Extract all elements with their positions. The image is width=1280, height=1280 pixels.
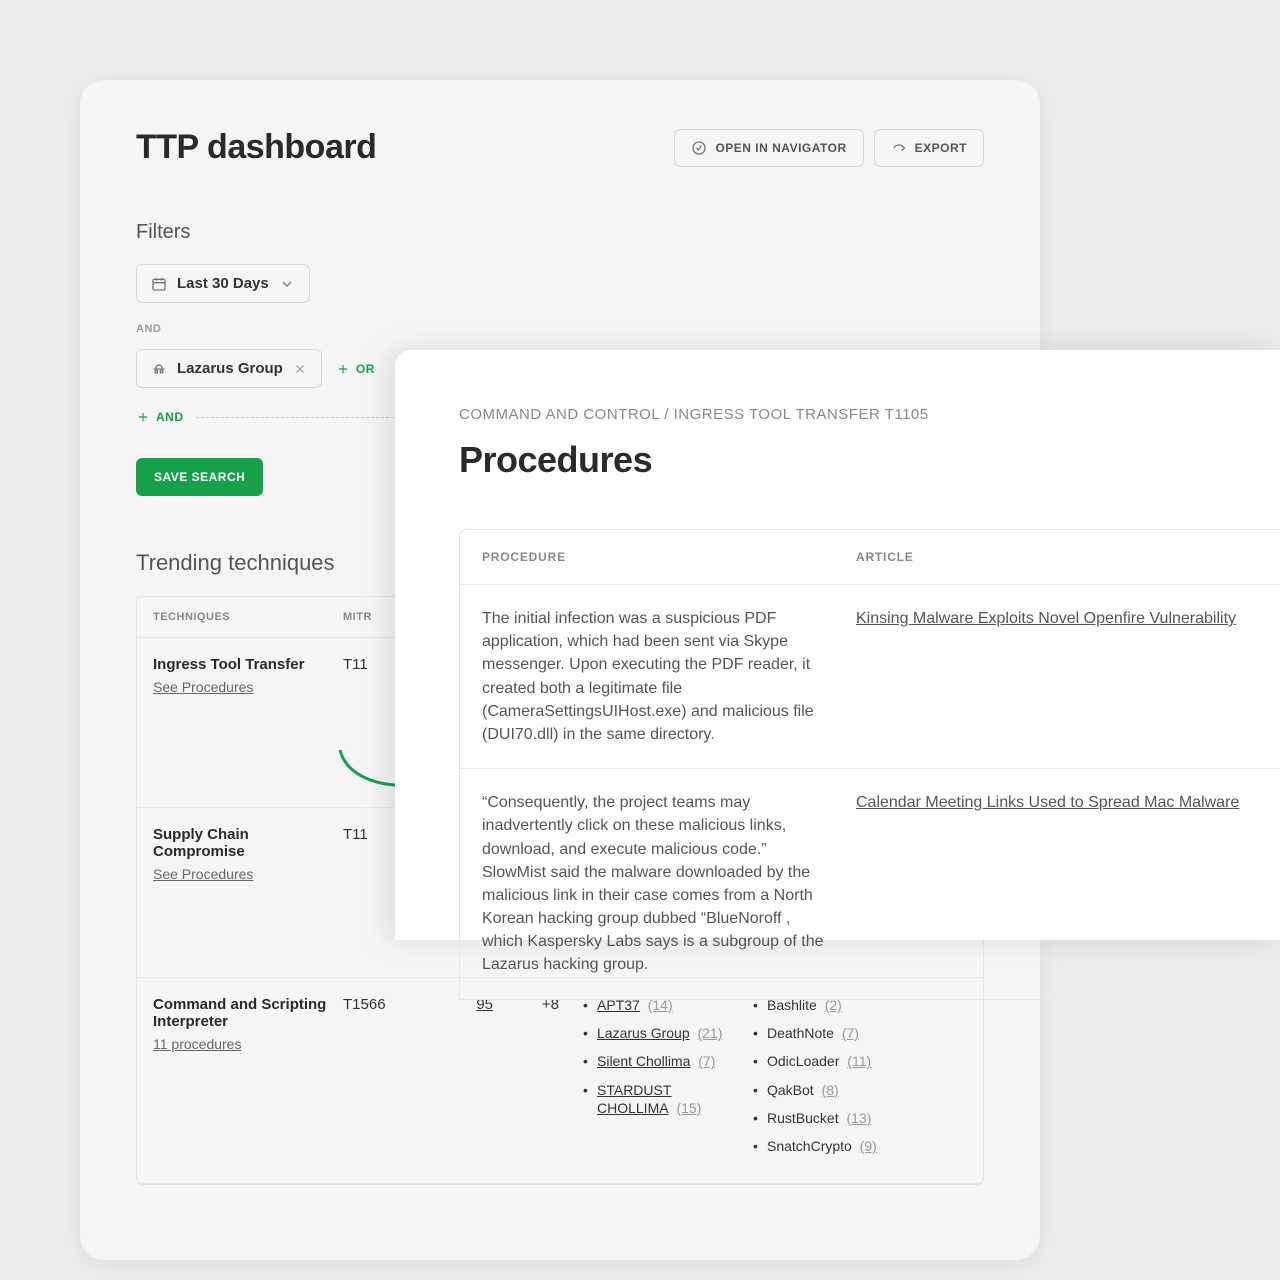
technique-cell: Command and Scripting Interpreter 11 pro… [153,996,343,1053]
procedure-text: The initial infection was a suspicious P… [482,607,856,746]
list-item: SnatchCrypto (9) [753,1137,923,1155]
malware-list: Bashlite (2)DeathNote (7)OdicLoader (11)… [753,996,923,1165]
export-icon [891,140,907,156]
procedures-panel: COMMAND AND CONTROL / INGRESS TOOL TRANS… [395,350,1280,940]
group-filter-chip[interactable]: Lazarus Group [136,349,322,388]
malware-name: SnatchCrypto [767,1138,852,1154]
date-range-label: Last 30 Days [177,275,269,292]
or-label: OR [356,362,375,376]
list-item: Silent Chollima (7) [583,1052,753,1070]
date-range-filter[interactable]: Last 30 Days [136,264,310,303]
table-row: Command and Scripting Interpreter 11 pro… [137,978,983,1184]
actor-list: APT37 (14)Lazarus Group (21)Silent Choll… [583,996,753,1127]
header-actions: OPEN IN NAVIGATOR EXPORT [674,129,984,167]
malware-count: (7) [842,1025,859,1041]
overlay-title: Procedures [459,439,1280,481]
malware-count: (11) [847,1053,871,1069]
filters-label: Filters [136,221,984,244]
malware-count: (9) [860,1138,877,1154]
actor-count: (15) [676,1100,701,1116]
actor-count: (7) [698,1053,715,1069]
see-procedures-link[interactable]: See Procedures [153,679,253,695]
add-and-button[interactable]: AND [136,410,184,424]
technique-name: Ingress Tool Transfer [153,656,343,673]
plus-icon [336,362,350,376]
col-header-article: ARTICLE [856,550,1258,564]
save-search-button[interactable]: SAVE SEARCH [136,458,263,496]
list-item: QakBot (8) [753,1081,923,1099]
and-divider: AND [136,323,984,335]
chevron-down-icon [279,276,295,292]
col-header-techniques: TECHNIQUES [153,611,343,623]
actor-count: (21) [698,1025,723,1041]
malware-name: QakBot [767,1082,814,1098]
plus-icon [136,410,150,424]
incognito-icon [151,361,167,377]
header-row: TTP dashboard OPEN IN NAVIGATOR EXPORT [136,128,984,167]
mitre-id: T1566 [343,996,423,1013]
technique-cell: Supply Chain Compromise See Procedures [153,826,343,883]
list-item: Lazarus Group (21) [583,1024,753,1042]
calendar-icon [151,276,167,292]
article-link[interactable]: Kinsing Malware Exploits Novel Openfire … [856,610,1236,627]
list-item: OdicLoader (11) [753,1052,923,1070]
technique-name: Supply Chain Compromise [153,826,343,860]
see-procedures-link[interactable]: See Procedures [153,866,253,882]
malware-name: RustBucket [767,1110,839,1126]
procedure-text: “Consequently, the project teams may ina… [482,791,856,977]
add-or-button[interactable]: OR [336,362,375,376]
group-filter-label: Lazarus Group [177,360,283,377]
remove-filter-icon[interactable] [293,362,307,376]
open-in-navigator-button[interactable]: OPEN IN NAVIGATOR [674,129,863,167]
actor-link[interactable]: STARDUST CHOLLIMA [597,1082,671,1116]
export-button[interactable]: EXPORT [874,129,984,167]
open-in-navigator-label: OPEN IN NAVIGATOR [715,141,846,155]
list-item: STARDUST CHOLLIMA (15) [583,1081,753,1117]
procedure-row: “Consequently, the project teams may ina… [460,769,1280,1000]
procedures-count-link[interactable]: 11 procedures [153,1036,241,1052]
malware-name: DeathNote [767,1025,834,1041]
technique-name: Command and Scripting Interpreter [153,996,343,1030]
page-title: TTP dashboard [136,128,376,167]
article-link[interactable]: Calendar Meeting Links Used to Spread Ma… [856,794,1239,811]
actor-link[interactable]: Silent Chollima [597,1053,690,1069]
export-label: EXPORT [915,141,967,155]
malware-count: (13) [846,1110,871,1126]
actor-link[interactable]: Lazarus Group [597,1025,690,1041]
procedures-table: PROCEDURE ARTICLE The initial infection … [459,529,1280,1000]
col-header-procedure: PROCEDURE [482,550,856,564]
list-item: RustBucket (13) [753,1109,923,1127]
technique-cell: Ingress Tool Transfer See Procedures [153,656,343,696]
malware-count: (8) [822,1082,839,1098]
list-item: DeathNote (7) [753,1024,923,1042]
procedure-row: The initial infection was a suspicious P… [460,585,1280,769]
and-label: AND [156,410,184,424]
malware-name: OdicLoader [767,1053,839,1069]
procedures-table-head: PROCEDURE ARTICLE [460,530,1280,585]
navigator-icon [691,140,707,156]
breadcrumb: COMMAND AND CONTROL / INGRESS TOOL TRANS… [459,406,1280,423]
